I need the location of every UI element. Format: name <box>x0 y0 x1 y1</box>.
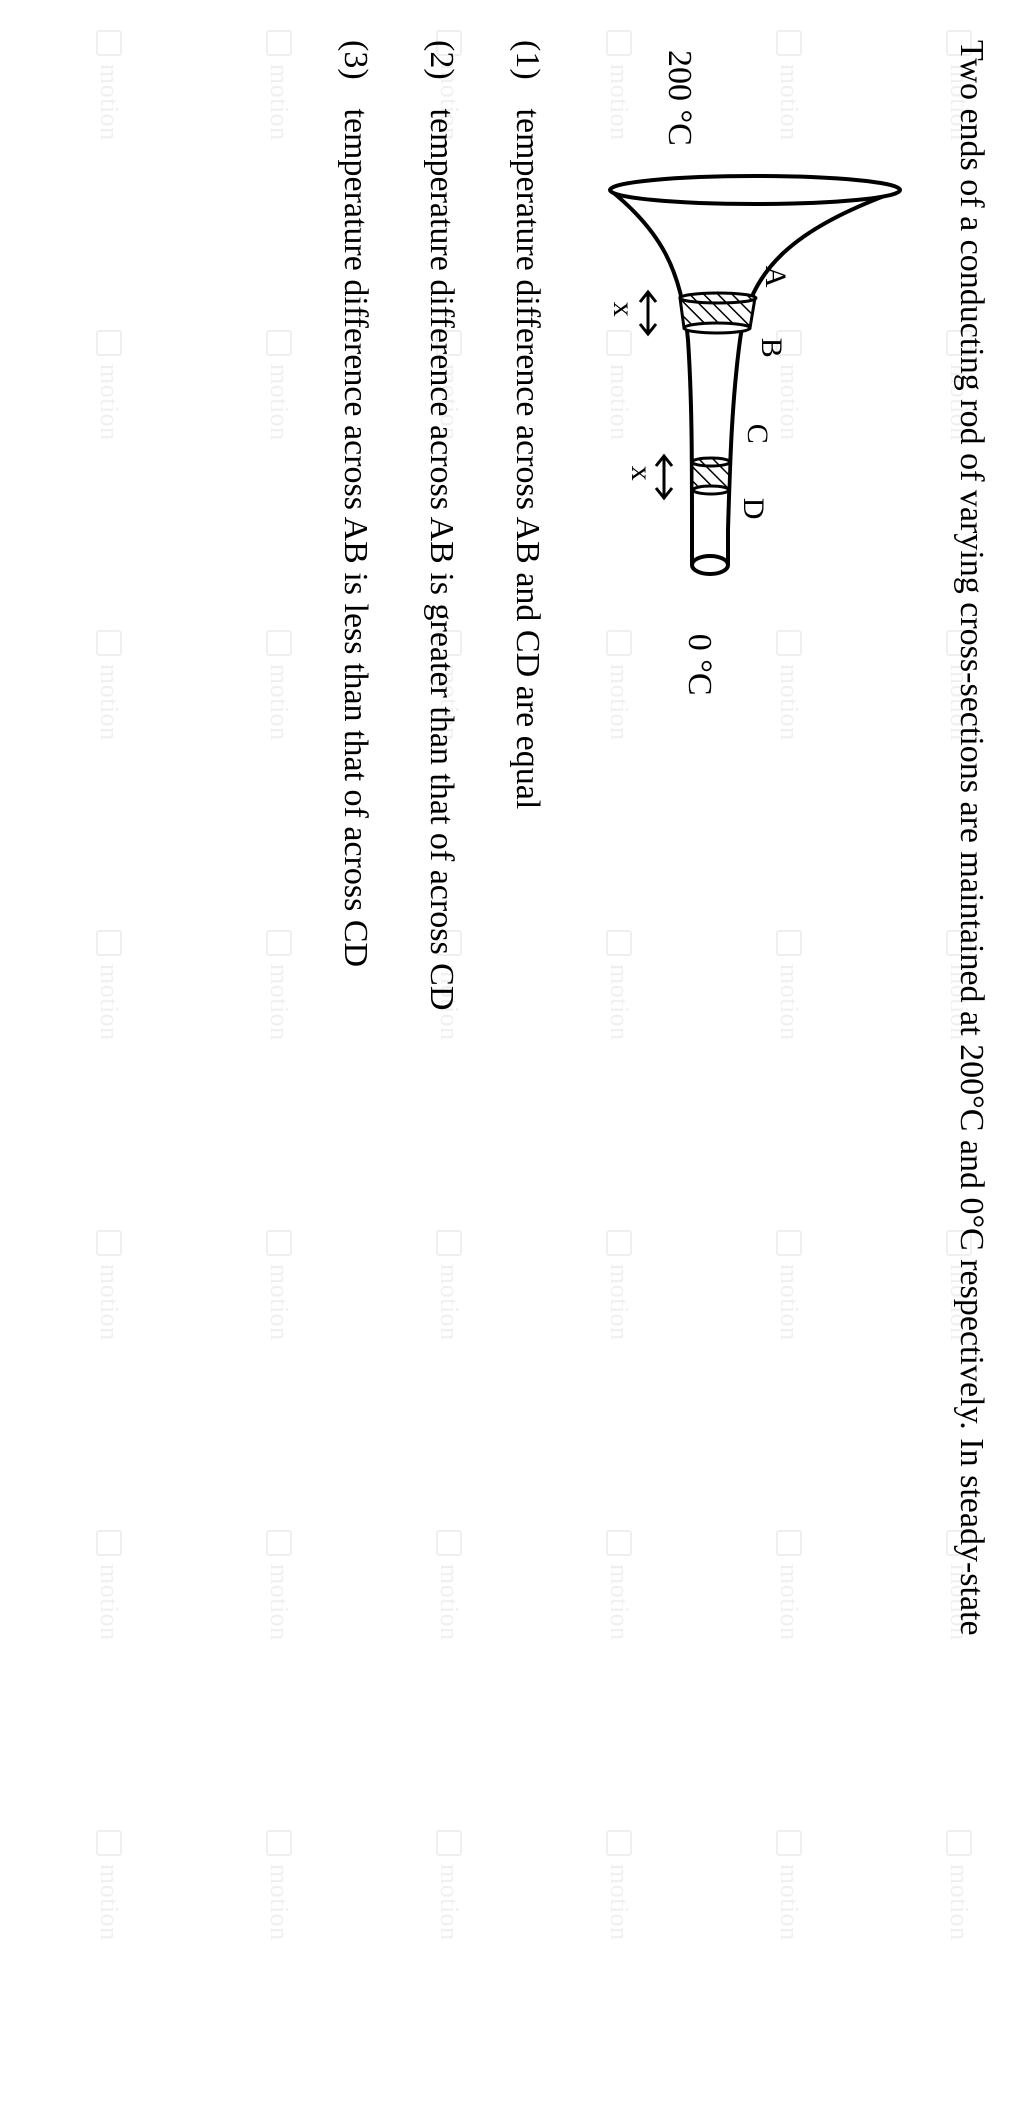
options-list: (1) temperature difference across AB and… <box>332 40 550 2076</box>
watermark-icon <box>96 30 122 56</box>
watermark-cell: motion <box>94 930 124 1041</box>
watermark-icon <box>96 930 122 956</box>
watermark-icon <box>266 330 292 356</box>
figure-label-D: D <box>736 498 770 520</box>
option-text: temperature difference across AB and CD … <box>509 100 546 809</box>
option-text: temperature difference across AB is grea… <box>423 100 460 1010</box>
figure-label-A: A <box>758 266 792 288</box>
watermark-cell: motion <box>264 1530 294 1641</box>
option-row: (3) temperature difference across AB is … <box>332 40 378 2076</box>
watermark-text: motion <box>94 1864 124 1941</box>
watermark-icon <box>96 630 122 656</box>
option-number: (1) <box>504 40 550 100</box>
watermark-text: motion <box>264 1864 294 1941</box>
watermark-icon <box>96 1530 122 1556</box>
watermark-cell: motion <box>94 330 124 441</box>
watermark-cell: motion <box>264 330 294 441</box>
watermark-text: motion <box>264 364 294 441</box>
watermark-text: motion <box>94 364 124 441</box>
watermark-text: motion <box>94 1564 124 1641</box>
option-row: (1) temperature difference across AB and… <box>504 40 550 2076</box>
figure-label-B: B <box>754 338 788 358</box>
option-text: temperature difference across AB is less… <box>337 100 374 967</box>
watermark-icon <box>96 1830 122 1856</box>
watermark-cell: motion <box>264 1830 294 1941</box>
rod-figure: A B C D x x <box>590 170 920 610</box>
option-number: (2) <box>418 40 464 100</box>
watermark-icon <box>266 1830 292 1856</box>
watermark-text: motion <box>264 664 294 741</box>
watermark-text: motion <box>264 1264 294 1341</box>
left-temperature-label: 200 °C <box>590 50 698 146</box>
watermark-text: motion <box>94 664 124 741</box>
watermark-icon <box>266 930 292 956</box>
page-root: motion motion motion motion motion motion moti… <box>0 0 1024 2116</box>
watermark-icon <box>266 1530 292 1556</box>
watermark-cell: motion <box>94 1530 124 1641</box>
question-text: Two ends of a conducting rod of varying … <box>948 40 994 2076</box>
watermark-cell: motion <box>264 630 294 741</box>
figure-gap-x-right: x <box>624 466 658 481</box>
watermark-icon <box>96 1230 122 1256</box>
watermark-text: motion <box>94 964 124 1041</box>
watermark-cell: motion <box>94 1230 124 1341</box>
watermark-cell: motion <box>264 1230 294 1341</box>
option-number: (3) <box>332 40 378 100</box>
option-row: (2) temperature difference across AB is … <box>418 40 464 2076</box>
watermark-text: motion <box>264 64 294 141</box>
watermark-text: motion <box>264 1564 294 1641</box>
figure-gap-x-left: x <box>606 302 640 317</box>
watermark-text: motion <box>94 1264 124 1341</box>
watermark-text: motion <box>94 64 124 141</box>
watermark-icon <box>266 630 292 656</box>
content: Two ends of a conducting rod of varying … <box>292 40 994 2076</box>
watermark-icon <box>96 330 122 356</box>
watermark-icon <box>266 1230 292 1256</box>
watermark-cell: motion <box>264 30 294 141</box>
watermark-cell: motion <box>264 930 294 1041</box>
figure-label-C: C <box>740 424 774 444</box>
watermark-cell: motion <box>94 1830 124 1941</box>
watermark-cell: motion <box>94 30 124 141</box>
right-temperature-label: 0 °C <box>590 634 718 696</box>
watermark-text: motion <box>264 964 294 1041</box>
watermark-cell: motion <box>94 630 124 741</box>
figure-row: 200 °C <box>590 50 920 2076</box>
watermark-icon <box>266 30 292 56</box>
